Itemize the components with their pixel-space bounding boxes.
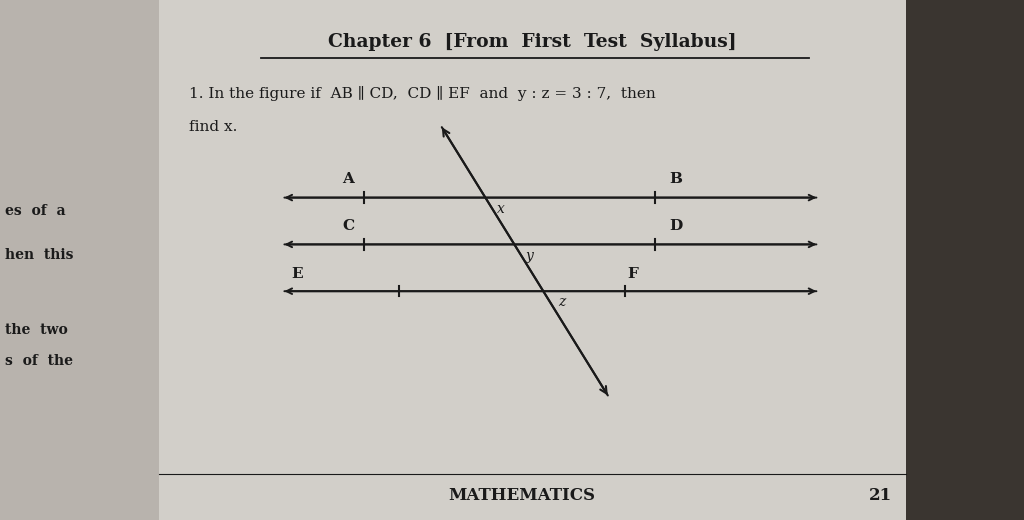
Text: z: z	[558, 295, 565, 309]
FancyBboxPatch shape	[906, 0, 1024, 520]
Text: y: y	[525, 249, 534, 263]
Text: F: F	[628, 267, 638, 281]
Text: x: x	[497, 202, 505, 216]
Text: A: A	[342, 172, 354, 186]
Text: 1. In the figure if  AB ∥ CD,  CD ∥ EF  and  y : z = 3 : 7,  then: 1. In the figure if AB ∥ CD, CD ∥ EF and…	[189, 86, 656, 101]
Text: s  of  the: s of the	[5, 355, 73, 368]
Text: Chapter 6  [From  First  Test  Syllabus]: Chapter 6 [From First Test Syllabus]	[328, 33, 737, 50]
Text: C: C	[342, 219, 354, 233]
Text: MATHEMATICS: MATHEMATICS	[449, 487, 596, 503]
Text: E: E	[291, 267, 303, 281]
Text: 21: 21	[869, 487, 892, 503]
Text: D: D	[670, 219, 682, 233]
Text: es  of  a: es of a	[5, 204, 66, 217]
Text: find x.: find x.	[189, 121, 238, 134]
Text: B: B	[670, 172, 682, 186]
FancyBboxPatch shape	[0, 0, 159, 520]
Text: the  two: the two	[5, 323, 68, 337]
Text: hen  this: hen this	[5, 248, 74, 262]
